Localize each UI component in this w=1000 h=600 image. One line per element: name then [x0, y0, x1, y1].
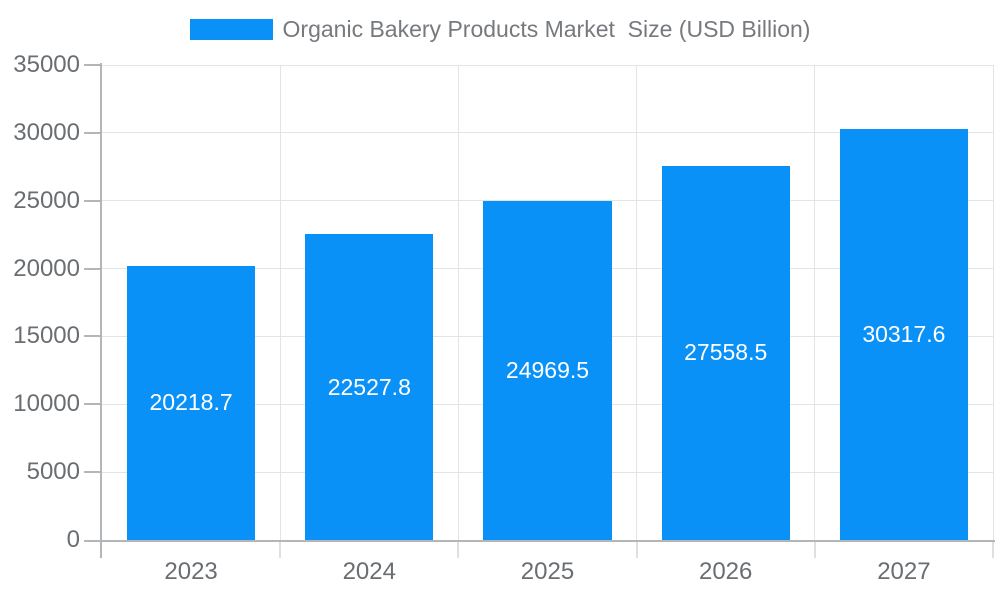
y-axis-label: 15000 [13, 322, 80, 350]
bar[interactable]: 24969.5 [483, 201, 612, 540]
x-axis-tick [279, 540, 282, 558]
y-axis-tick [84, 335, 102, 338]
y-axis-tick [84, 64, 102, 66]
x-axis-label: 2027 [877, 558, 931, 585]
legend-label: Organic Bakery Products Market Size (USD… [282, 16, 811, 42]
x-gridline [279, 65, 281, 540]
y-axis-line [100, 63, 102, 558]
bar-value-label: 22527.8 [327, 373, 411, 400]
bar-value-label: 20218.7 [149, 389, 233, 416]
y-axis-label: 5000 [26, 458, 80, 486]
x-axis-line [84, 540, 995, 542]
bar[interactable]: 30317.6 [839, 128, 969, 540]
y-axis-label: 0 [66, 526, 80, 553]
x-axis-label: 2024 [342, 558, 396, 585]
x-gridline [457, 65, 459, 540]
x-axis-label: 2026 [698, 558, 753, 585]
x-axis-label: 2023 [164, 558, 218, 585]
y-axis-label: 20000 [13, 254, 80, 282]
y-axis-tick [84, 199, 102, 202]
x-gridline [636, 65, 638, 540]
y-axis-tick [84, 131, 102, 134]
y-axis-label: 30000 [13, 118, 80, 146]
y-axis-tick [84, 267, 102, 270]
x-gridline [814, 65, 816, 540]
x-axis-label: 2025 [520, 558, 575, 585]
bar[interactable]: 20218.7 [126, 265, 256, 540]
y-axis-tick [84, 471, 102, 474]
y-gridline [102, 64, 993, 66]
x-axis-tick [457, 540, 460, 558]
bar[interactable]: 27558.5 [661, 165, 790, 540]
y-axis-label: 25000 [13, 186, 80, 214]
x-axis-tick [813, 540, 816, 558]
y-gridline [102, 132, 993, 134]
x-gridline [992, 65, 994, 540]
legend-swatch-icon [189, 19, 273, 40]
plot-area: 0 5000 10000 15000 20000 25000 30000 35000 20218… [13, 51, 995, 585]
x-axis-tick [992, 540, 994, 558]
y-gridline [102, 200, 993, 202]
bar[interactable]: 22527.8 [305, 234, 434, 540]
bar-value-label: 27558.5 [684, 339, 768, 366]
y-axis-tick [84, 403, 102, 406]
bar-value-label: 24969.5 [505, 357, 590, 384]
y-axis-label: 35000 [13, 51, 80, 78]
x-axis-tick [635, 540, 638, 558]
legend[interactable]: Organic Bakery Products Market Size (USD… [0, 16, 1000, 43]
bar-value-label: 30317.6 [862, 320, 946, 347]
y-axis-label: 10000 [13, 390, 80, 418]
